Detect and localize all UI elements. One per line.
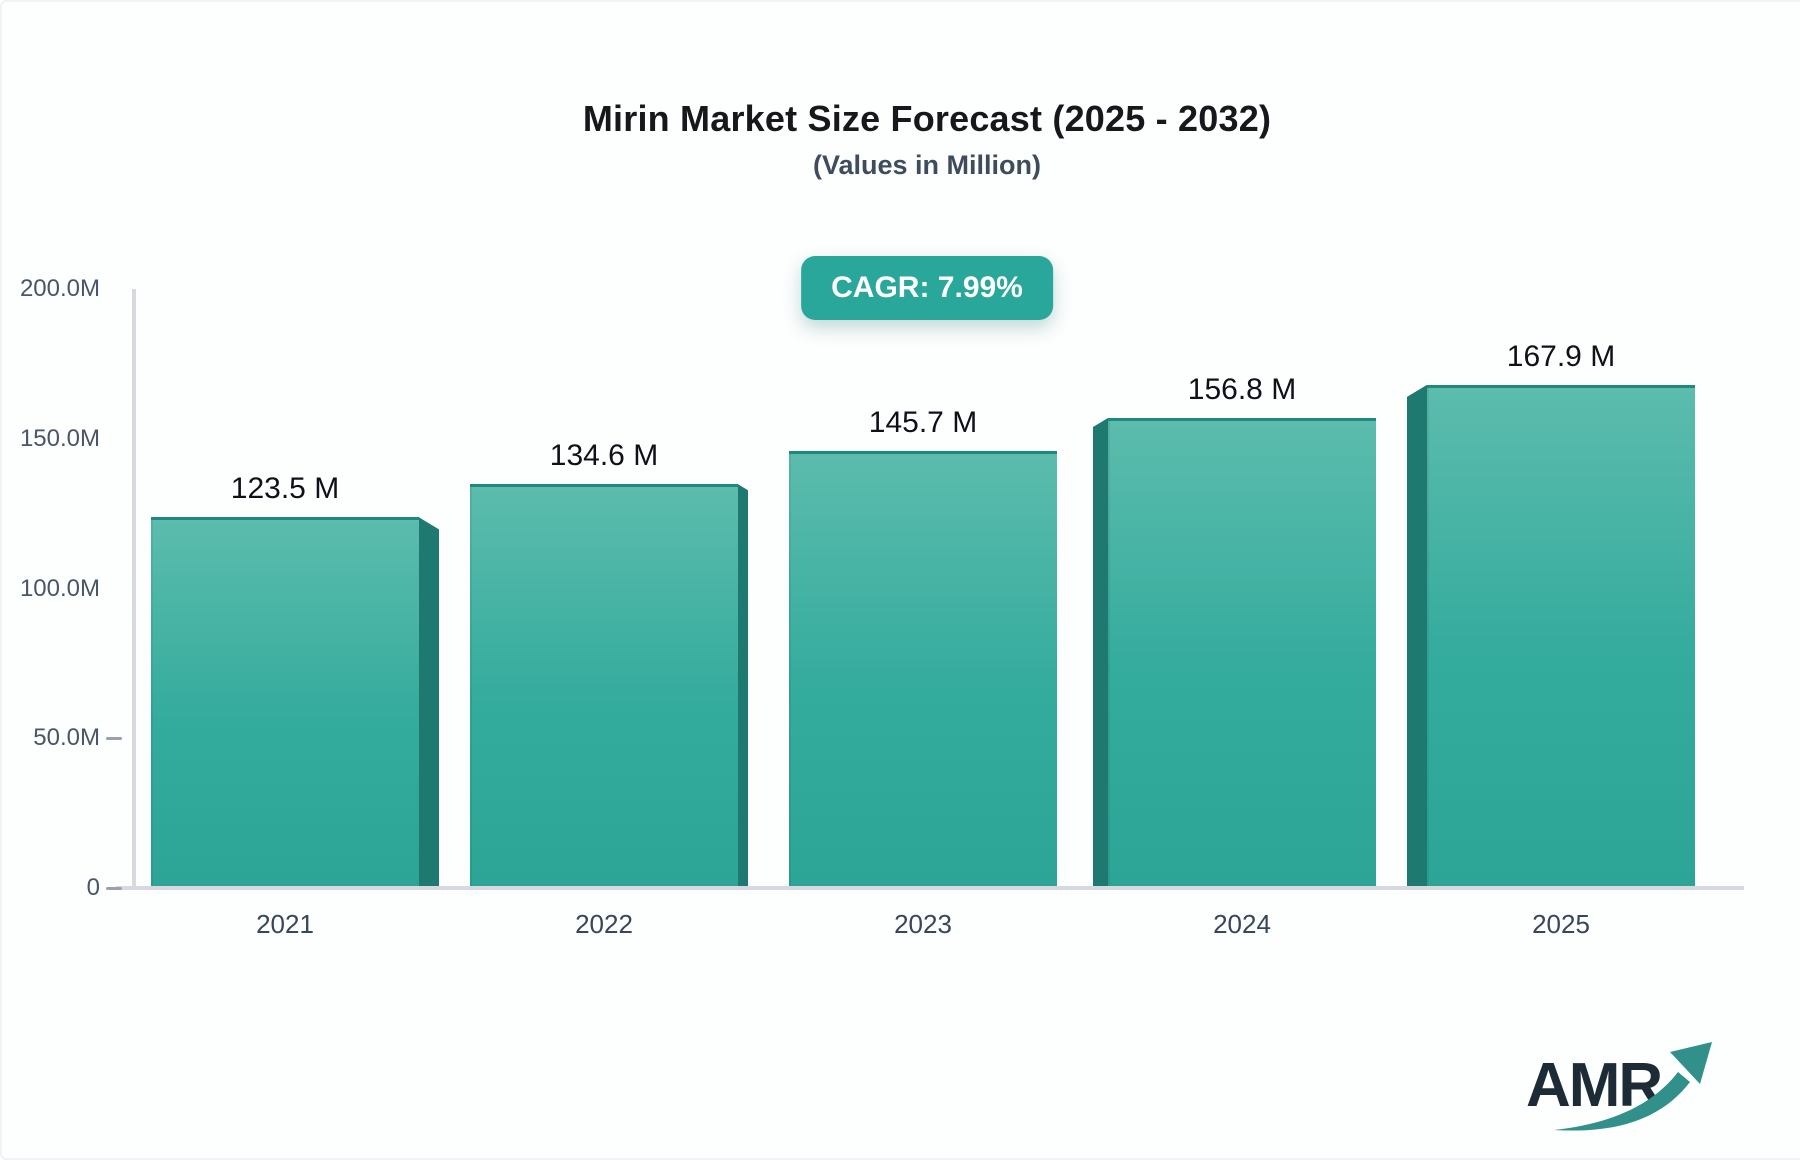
cagr-badge: CAGR: 7.99% [801,256,1053,320]
bar-2022-side-face [738,484,748,886]
y-tick-dash [106,737,122,741]
amr-logo: AMR [1526,1042,1712,1131]
x-axis-line [116,886,1744,890]
x-tick-label-2022: 2022 [575,909,633,939]
bar-2024 [1108,417,1376,886]
y-axis-line [132,289,136,890]
bar-value-label: 145.7 M [868,406,978,440]
bar-2021 [151,517,419,886]
y-tick-dash [106,887,122,890]
x-tick-label-2021: 2021 [256,909,314,939]
bar-2022 [470,484,738,886]
amr-logo-arrowhead-icon [1670,1042,1712,1084]
bar-2024-side-face [1093,417,1108,886]
x-tick-label-2023: 2023 [894,909,952,939]
y-tick-label: 150.0M [19,424,100,452]
y-tick-label: 200.0M [19,275,100,302]
y-tick-label: 100.0M [19,574,100,602]
x-tick-label-2024: 2024 [1213,909,1271,939]
bar-2023 [789,451,1057,886]
amr-logo-arrow-swoosh [1554,1072,1690,1131]
bar-value-label: 123.5 M [230,472,340,506]
x-tick-label-2025: 2025 [1532,909,1590,939]
y-tick-label: 50.0M [33,724,100,752]
chart-title: Mirin Market Size Forecast (2025 - 2032) [582,98,1272,139]
bar-2025-side-face [1407,384,1427,886]
chart-subtitle: (Values in Million) [812,150,1042,180]
bar-value-label: 167.9 M [1506,339,1616,373]
bar-value-label: 134.6 M [549,439,659,473]
bar-2021-side-face [419,517,439,886]
y-tick-label: 0 [86,874,100,901]
bar-2025 [1427,384,1695,886]
bar-value-label: 156.8 M [1187,372,1297,406]
